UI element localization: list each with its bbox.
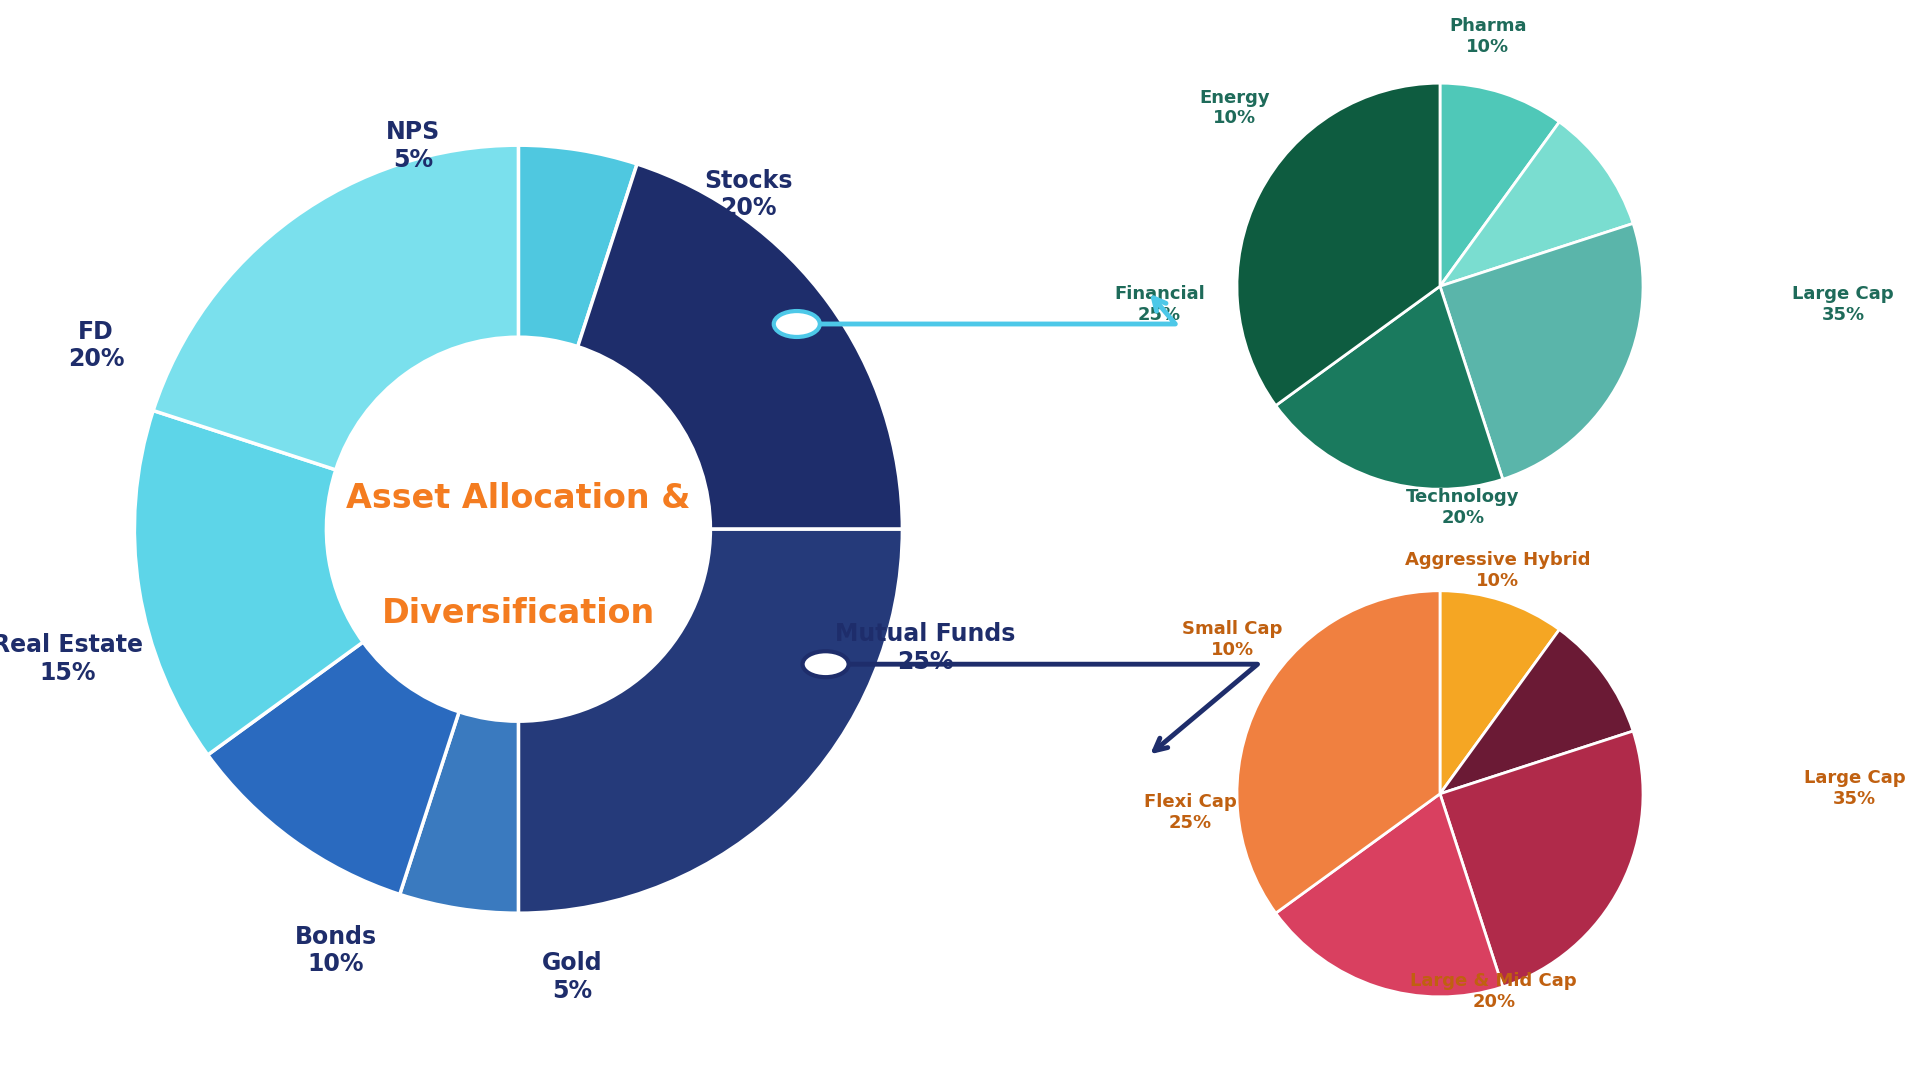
Text: Financial
25%: Financial 25%: [1114, 285, 1206, 324]
Text: Pharma
10%: Pharma 10%: [1450, 17, 1526, 56]
Text: Bonds
10%: Bonds 10%: [296, 924, 376, 976]
Wedge shape: [518, 529, 902, 914]
Circle shape: [774, 311, 820, 337]
FancyArrowPatch shape: [828, 664, 1258, 751]
Text: Large Cap
35%: Large Cap 35%: [1805, 769, 1905, 808]
Text: FD
20%: FD 20%: [67, 320, 125, 372]
Wedge shape: [578, 164, 902, 529]
Text: Technology
20%: Technology 20%: [1405, 488, 1521, 527]
Text: Real Estate
15%: Real Estate 15%: [0, 633, 142, 685]
Wedge shape: [1440, 630, 1634, 794]
Wedge shape: [1440, 224, 1644, 480]
Wedge shape: [1440, 591, 1559, 794]
Text: Large Cap
35%: Large Cap 35%: [1793, 285, 1893, 324]
Text: Energy
10%: Energy 10%: [1200, 89, 1269, 127]
Text: Small Cap
10%: Small Cap 10%: [1183, 620, 1283, 659]
Wedge shape: [154, 145, 518, 470]
Wedge shape: [1440, 731, 1644, 987]
Wedge shape: [134, 410, 363, 755]
Text: Stocks
20%: Stocks 20%: [705, 168, 793, 220]
Wedge shape: [1275, 286, 1503, 489]
Text: Gold
5%: Gold 5%: [541, 951, 603, 1003]
Wedge shape: [399, 712, 518, 914]
Text: Aggressive Hybrid
10%: Aggressive Hybrid 10%: [1405, 551, 1590, 590]
Wedge shape: [518, 145, 637, 347]
Wedge shape: [1236, 83, 1440, 406]
Wedge shape: [1440, 83, 1559, 286]
Wedge shape: [207, 642, 459, 894]
Text: Flexi Cap
25%: Flexi Cap 25%: [1144, 793, 1236, 832]
Text: Mutual Funds
25%: Mutual Funds 25%: [835, 622, 1016, 674]
Text: Diversification: Diversification: [382, 597, 655, 631]
Wedge shape: [1440, 122, 1634, 286]
Text: NPS
5%: NPS 5%: [386, 120, 440, 172]
Wedge shape: [1275, 794, 1503, 997]
Circle shape: [803, 651, 849, 677]
Wedge shape: [1236, 591, 1440, 914]
Text: Asset Allocation &: Asset Allocation &: [346, 482, 691, 515]
Text: Large & Mid Cap
20%: Large & Mid Cap 20%: [1411, 972, 1576, 1011]
FancyArrowPatch shape: [799, 298, 1175, 324]
